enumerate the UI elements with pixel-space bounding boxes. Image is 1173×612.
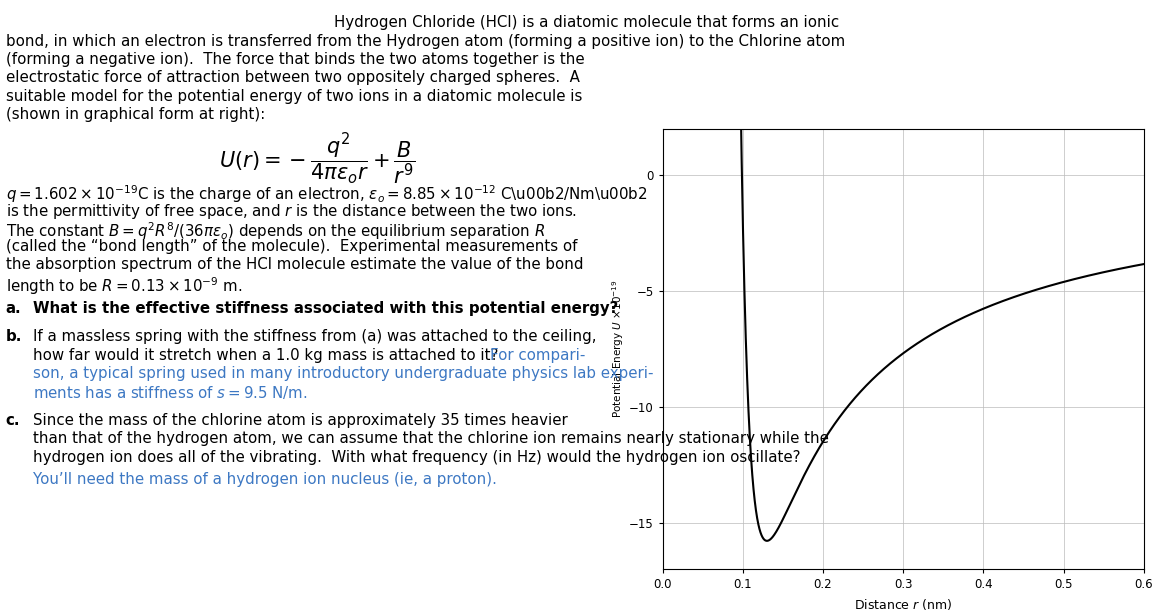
Text: ments has a stiffness of $s = 9.5$ N/m.: ments has a stiffness of $s = 9.5$ N/m. xyxy=(33,384,307,401)
Text: $U(r) = -\dfrac{q^2}{4\pi\varepsilon_o r} + \dfrac{B}{r^9}$: $U(r) = -\dfrac{q^2}{4\pi\varepsilon_o r… xyxy=(218,132,415,187)
Text: The constant $B = q^2R^8/(36\pi\varepsilon_o)$ depends on the equilibrium separa: The constant $B = q^2R^8/(36\pi\varepsil… xyxy=(6,220,545,242)
Text: son, a typical spring used in many introductory undergraduate physics lab experi: son, a typical spring used in many intro… xyxy=(33,366,653,381)
Text: b.: b. xyxy=(6,329,22,345)
Text: bond, in which an electron is transferred from the Hydrogen atom (forming a posi: bond, in which an electron is transferre… xyxy=(6,34,845,49)
Text: Hydrogen Chloride (HCl) is a diatomic molecule that forms an ionic: Hydrogen Chloride (HCl) is a diatomic mo… xyxy=(334,15,839,31)
Text: (called the “bond length” of the molecule).  Experimental measurements of: (called the “bond length” of the molecul… xyxy=(6,239,577,254)
Text: $q = 1.602 \times 10^{-19}$C is the charge of an electron, $\varepsilon_o = 8.85: $q = 1.602 \times 10^{-19}$C is the char… xyxy=(6,184,647,205)
Text: the absorption spectrum of the HCl molecule estimate the value of the bond: the absorption spectrum of the HCl molec… xyxy=(6,257,583,272)
Text: (forming a negative ion).  The force that binds the two atoms together is the: (forming a negative ion). The force that… xyxy=(6,52,584,67)
Text: For compari-: For compari- xyxy=(490,348,585,363)
Text: c.: c. xyxy=(6,413,20,428)
Text: hydrogen ion does all of the vibrating.  With what frequency (in Hz) would the h: hydrogen ion does all of the vibrating. … xyxy=(33,450,800,465)
Text: What is the effective stiffness associated with this potential energy?: What is the effective stiffness associat… xyxy=(33,301,618,316)
X-axis label: Distance $r$ (nm): Distance $r$ (nm) xyxy=(854,597,952,612)
Text: a.: a. xyxy=(6,301,21,316)
Text: electrostatic force of attraction between two oppositely charged spheres.  A: electrostatic force of attraction betwee… xyxy=(6,70,579,86)
Text: suitable model for the potential energy of two ions in a diatomic molecule is: suitable model for the potential energy … xyxy=(6,89,582,104)
Text: is the permittivity of free space, and $r$ is the distance between the two ions.: is the permittivity of free space, and $… xyxy=(6,202,577,221)
Text: length to be $R = 0.13 \times 10^{-9}$ m.: length to be $R = 0.13 \times 10^{-9}$ m… xyxy=(6,275,242,297)
Y-axis label: Potential Energy $U$ ×10$^{-19}$: Potential Energy $U$ ×10$^{-19}$ xyxy=(610,280,626,418)
Text: You’ll need the mass of a hydrogen ion nucleus (ie, a proton).: You’ll need the mass of a hydrogen ion n… xyxy=(33,472,496,488)
Text: Since the mass of the chlorine atom is approximately 35 times heavier: Since the mass of the chlorine atom is a… xyxy=(33,413,568,428)
Text: If a massless spring with the stiffness from (a) was attached to the ceiling,: If a massless spring with the stiffness … xyxy=(33,329,596,345)
Text: (shown in graphical form at right):: (shown in graphical form at right): xyxy=(6,107,265,122)
Text: than that of the hydrogen atom, we can assume that the chlorine ion remains near: than that of the hydrogen atom, we can a… xyxy=(33,431,828,447)
Text: how far would it stretch when a 1.0 kg mass is attached to it?: how far would it stretch when a 1.0 kg m… xyxy=(33,348,499,363)
